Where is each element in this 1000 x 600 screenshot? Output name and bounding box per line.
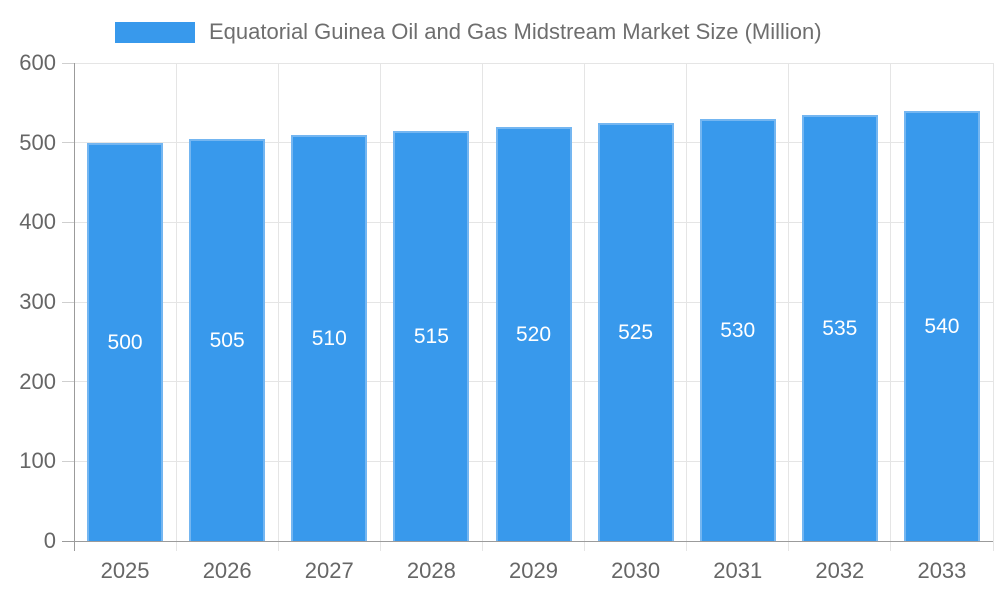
bar-value-label: 515 [413,324,449,348]
gridline-vertical [481,63,483,551]
bar[interactable] [87,142,164,541]
y-axis-line [73,63,75,551]
bar[interactable] [801,114,878,541]
x-tick-label: 2026 [202,558,252,583]
legend-swatch[interactable] [115,21,195,43]
gridline-vertical [890,63,892,551]
bar-value-label: 530 [720,318,756,342]
gridline-horizontal [74,62,993,64]
bar[interactable] [903,110,980,541]
bar-value-label: 500 [107,330,143,354]
y-tick-label: 0 [43,528,56,553]
y-tick-mark [62,62,74,64]
x-tick-label: 2027 [304,558,354,583]
y-tick-label: 600 [19,50,56,75]
x-tick-label: 2033 [917,558,967,583]
x-tick-label: 2028 [406,558,456,583]
y-tick-label: 400 [19,209,56,235]
x-axis-line [62,540,993,542]
bar[interactable] [393,130,470,541]
legend-label[interactable]: Equatorial Guinea Oil and Gas Midstream … [209,19,822,44]
bar-value-label: 505 [209,328,245,352]
y-tick-mark [62,460,74,462]
x-tick-label: 2029 [509,558,558,583]
x-tick-label: 2032 [815,558,865,583]
gridline-vertical [584,63,586,551]
y-tick-label: 500 [19,129,56,155]
bar[interactable] [495,126,572,541]
y-tick-label: 100 [19,448,56,474]
x-tick-label: 2025 [100,558,150,583]
bar[interactable] [189,138,266,541]
y-tick-label: 300 [19,289,56,314]
y-tick-mark [62,142,74,144]
y-tick-mark [62,301,74,303]
bar-value-label: 525 [618,320,654,344]
bar-value-label: 540 [924,314,960,338]
gridline-vertical [277,63,279,551]
gridline-vertical [992,63,994,551]
gridline-vertical [379,63,381,551]
bar[interactable] [597,122,674,541]
gridline-vertical [686,63,688,551]
gridline-vertical [175,63,177,551]
bar-value-label: 535 [822,316,858,340]
x-tick-label: 2030 [611,558,661,583]
bar-value-label: 510 [311,326,347,350]
bar[interactable] [291,134,368,541]
chart-legend[interactable]: Equatorial Guinea Oil and Gas Midstream … [115,18,822,46]
y-tick-label: 200 [19,368,56,394]
y-tick-mark [62,221,74,223]
bar-value-label: 520 [515,322,552,346]
bar[interactable] [699,118,776,541]
gridline-vertical [788,63,790,551]
x-tick-label: 2031 [713,558,763,583]
y-tick-mark [62,381,74,383]
